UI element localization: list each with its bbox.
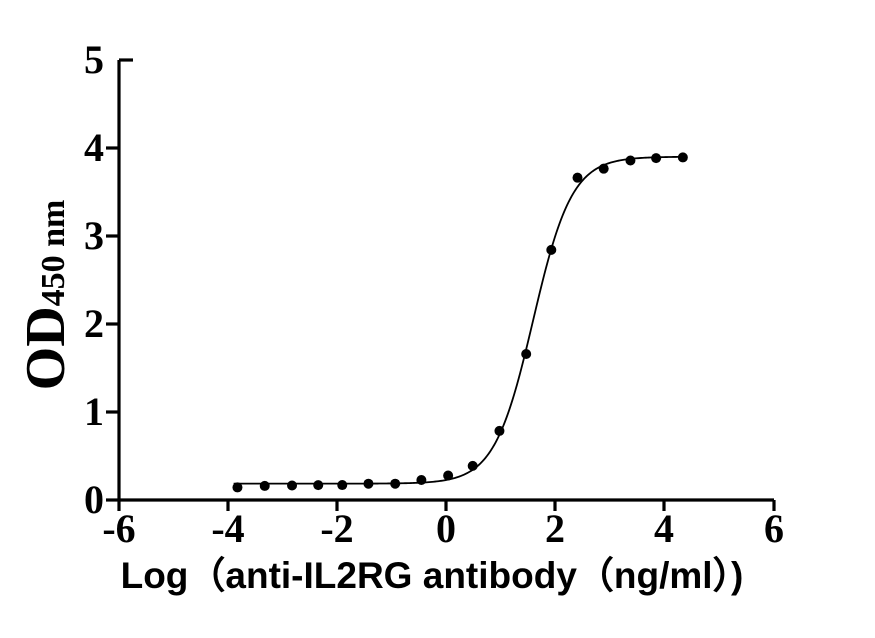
- svg-text:4: 4: [654, 506, 674, 551]
- svg-text:-6: -6: [102, 506, 135, 551]
- svg-text:0: 0: [84, 477, 104, 522]
- svg-text:-2: -2: [320, 506, 353, 551]
- svg-text:6: 6: [764, 506, 784, 551]
- svg-text:5: 5: [84, 37, 104, 82]
- svg-text:1: 1: [84, 389, 104, 434]
- svg-text:Log（anti-IL2RG antibody（ng/ml）: Log（anti-IL2RG antibody（ng/ml）): [121, 555, 744, 596]
- svg-text:2: 2: [545, 506, 565, 551]
- svg-text:4: 4: [84, 125, 104, 170]
- svg-text:0: 0: [436, 506, 456, 551]
- svg-text:2: 2: [84, 301, 104, 346]
- svg-text:-4: -4: [211, 506, 244, 551]
- svg-text:3: 3: [84, 213, 104, 258]
- svg-text:OD450 nm: OD450 nm: [15, 200, 77, 391]
